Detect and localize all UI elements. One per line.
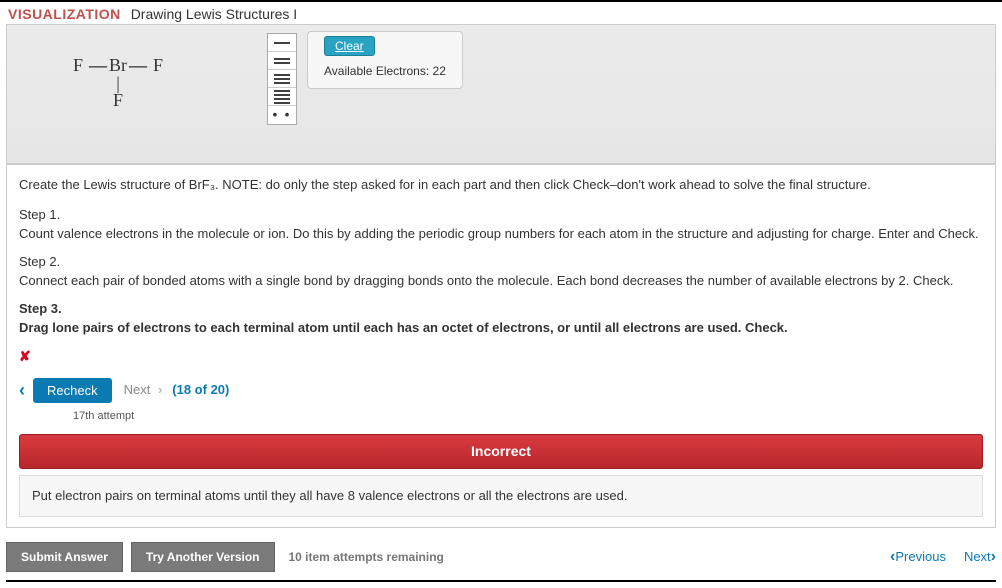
- info-panel: Clear Available Electrons: 22: [307, 31, 463, 89]
- bond-right[interactable]: —: [129, 55, 147, 76]
- step-2-title: Step 2.: [19, 252, 983, 272]
- wrong-icon: ✘: [19, 346, 983, 367]
- triple-bond-icon: [272, 72, 292, 86]
- submit-answer-button[interactable]: Submit Answer: [6, 542, 123, 572]
- step-3-body: Drag lone pairs of electrons to each ter…: [19, 318, 983, 338]
- bond-bottom[interactable]: |: [107, 76, 129, 90]
- quad-bond-icon: [272, 89, 292, 105]
- single-bond-icon: [272, 37, 292, 49]
- step-nav: ‹ Recheck Next › (18 of 20): [19, 377, 983, 404]
- step-1: Step 1. Count valence electrons in the m…: [19, 205, 983, 244]
- header-title: Drawing Lewis Structures I: [131, 6, 298, 22]
- page-container: VISUALIZATION Drawing Lewis Structures I…: [0, 0, 1002, 582]
- instruction-panel: Create the Lewis structure of BrF₃. NOTE…: [6, 164, 996, 528]
- palette-lone-pair[interactable]: • •: [268, 106, 296, 124]
- drawing-workspace[interactable]: F — Br — F | F: [6, 24, 996, 164]
- section-header: VISUALIZATION Drawing Lewis Structures I: [0, 0, 1002, 24]
- attempts-remaining: 10 item attempts remaining: [289, 550, 444, 564]
- step-1-body: Count valence electrons in the molecule …: [19, 224, 983, 244]
- step-3-title: Step 3.: [19, 299, 983, 319]
- available-value: 22: [433, 64, 446, 78]
- recheck-button[interactable]: Recheck: [33, 378, 112, 403]
- step-2: Step 2. Connect each pair of bonded atom…: [19, 252, 983, 291]
- previous-item-link[interactable]: ‹ Previous: [890, 548, 946, 566]
- atom-f-right[interactable]: F: [147, 55, 169, 76]
- available-electrons: Available Electrons: 22: [324, 64, 446, 78]
- bond-palette: • •: [267, 33, 297, 125]
- palette-quad-bond[interactable]: [268, 88, 296, 106]
- result-banner: Incorrect: [19, 434, 983, 469]
- atom-f-left[interactable]: F: [67, 55, 89, 76]
- molecule-canvas[interactable]: F — Br — F | F: [67, 55, 169, 111]
- try-another-version-button[interactable]: Try Another Version: [131, 542, 275, 572]
- instruction-intro: Create the Lewis structure of BrF₃. NOTE…: [19, 175, 983, 195]
- step-3: Step 3. Drag lone pairs of electrons to …: [19, 299, 983, 338]
- double-bond-icon: [272, 55, 292, 67]
- feedback-text: Put electron pairs on terminal atoms unt…: [19, 475, 983, 517]
- bond-left[interactable]: —: [89, 55, 107, 76]
- next-label: Next: [964, 549, 991, 564]
- header-category: VISUALIZATION: [8, 6, 121, 22]
- chevron-right-icon: ›: [158, 382, 162, 397]
- next-inline-label: Next: [124, 382, 151, 397]
- clear-button[interactable]: Clear: [324, 36, 375, 56]
- prev-step-button[interactable]: ‹: [19, 377, 25, 404]
- step-1-title: Step 1.: [19, 205, 983, 225]
- attempt-note: 17th attempt: [73, 408, 983, 425]
- palette-single-bond[interactable]: [268, 34, 296, 52]
- step-2-body: Connect each pair of bonded atoms with a…: [19, 271, 983, 291]
- progress-counter: (18 of 20): [172, 380, 229, 400]
- molecule-row-bottom: F: [67, 90, 169, 111]
- chevron-right-icon: ›: [991, 548, 996, 566]
- next-item-link[interactable]: Next ›: [964, 548, 996, 566]
- palette-double-bond[interactable]: [268, 52, 296, 70]
- next-step-button[interactable]: Next ›: [120, 380, 163, 400]
- palette-triple-bond[interactable]: [268, 70, 296, 88]
- atom-f-bottom[interactable]: F: [107, 90, 129, 111]
- molecule-row-bond: |: [67, 76, 169, 90]
- footer-bar: Submit Answer Try Another Version 10 ite…: [6, 542, 996, 582]
- previous-label: Previous: [895, 549, 946, 564]
- available-label: Available Electrons:: [324, 64, 429, 78]
- lone-pair-icon: • •: [273, 112, 292, 118]
